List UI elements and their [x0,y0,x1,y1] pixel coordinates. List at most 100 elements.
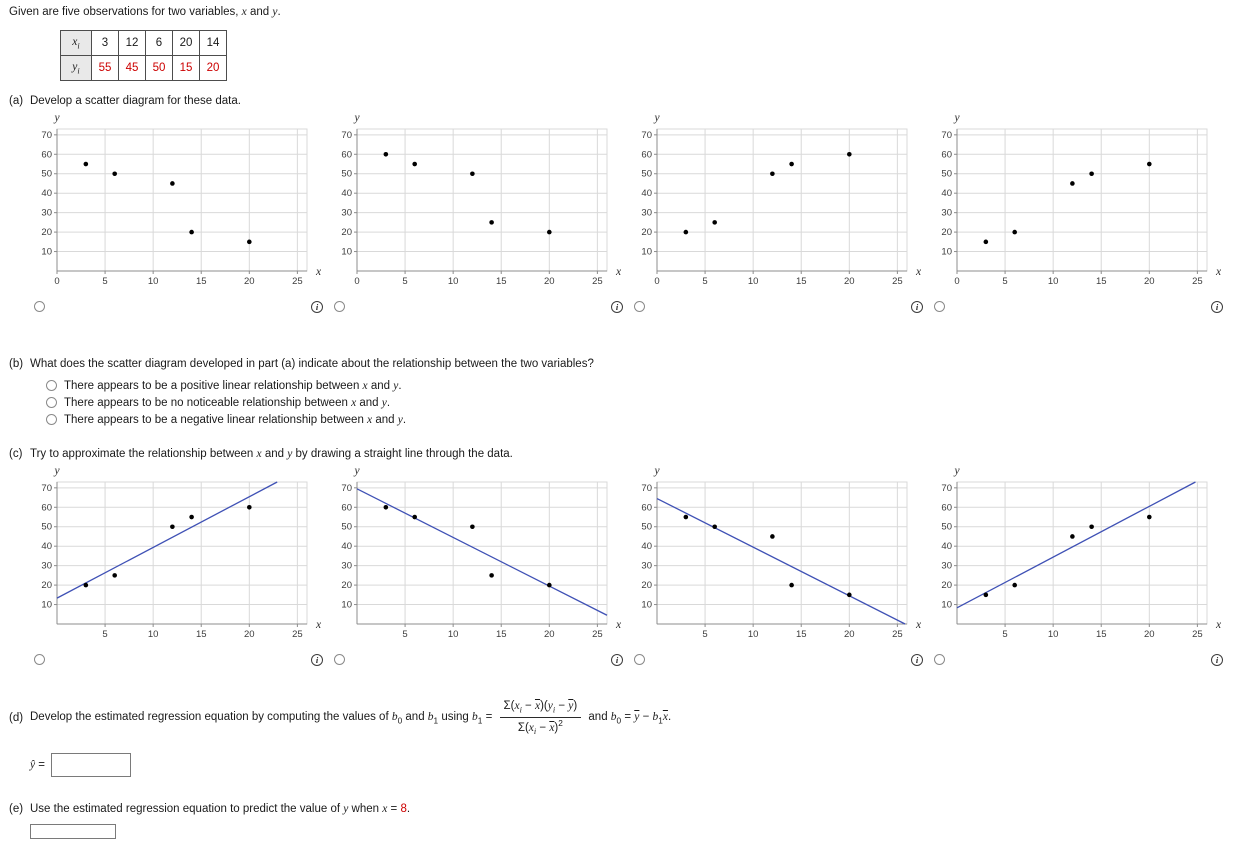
chart-option-a4: 0 5 10 15 20 25 10 20 30 40 50 60 70 y x i [930,109,1230,314]
problem-statement: Given are five observations for two vari… [9,6,281,18]
option-negative-radio[interactable] [46,414,57,425]
svg-text:15: 15 [796,629,807,640]
svg-text:50: 50 [641,169,652,180]
svg-text:x: x [1215,266,1222,278]
option-negative: There appears to be a negative linear re… [46,411,1234,428]
question-b-text: What does the scatter diagram developed … [30,358,594,370]
info-icon[interactable]: i [311,300,323,313]
svg-text:40: 40 [941,541,952,552]
svg-text:10: 10 [341,600,352,611]
question-c-label: (c) [9,448,23,460]
svg-text:15: 15 [796,276,807,287]
svg-text:25: 25 [292,276,303,287]
svg-text:10: 10 [748,629,759,640]
svg-text:30: 30 [941,561,952,572]
question-a-text: Develop a scatter diagram for these data… [30,95,241,107]
chart-c2-radio[interactable] [334,654,345,665]
svg-text:x: x [615,266,622,278]
question-a-label: (a) [9,95,24,107]
info-icon[interactable]: i [311,653,323,666]
svg-text:70: 70 [341,130,352,141]
chart-a4-radio[interactable] [934,301,945,312]
svg-text:20: 20 [544,629,555,640]
svg-text:25: 25 [892,276,903,287]
info-icon[interactable]: i [611,653,623,666]
scatter-plot-a3: 0 5 10 15 20 25 10 20 30 40 50 60 70y x [630,109,930,297]
x-value: 12 [118,30,146,56]
info-icon[interactable]: i [911,653,923,666]
chart-c3-radio[interactable] [634,654,645,665]
svg-text:15: 15 [1096,629,1107,640]
svg-text:25: 25 [292,629,303,640]
svg-text:40: 40 [341,188,352,199]
svg-text:50: 50 [641,522,652,533]
svg-text:y: y [653,112,660,124]
scatter-plot-a2: 0 5 10 15 20 25 10 20 30 40 50 60 70y x [330,109,630,297]
svg-text:25: 25 [592,276,603,287]
svg-text:15: 15 [1096,276,1107,287]
svg-text:10: 10 [641,247,652,258]
svg-text:10: 10 [41,247,52,258]
svg-text:20: 20 [244,276,255,287]
option-positive-radio[interactable] [46,380,57,391]
svg-text:5: 5 [102,276,107,287]
svg-text:60: 60 [341,502,352,513]
svg-text:15: 15 [496,276,507,287]
svg-text:20: 20 [341,227,352,238]
chart-c1-radio[interactable] [34,654,45,665]
svg-text:20: 20 [641,580,652,591]
svg-text:50: 50 [941,169,952,180]
scatter-plot-c2: 5 10 15 20 25 10 20 30 40 50 60 70y x [330,462,630,650]
chart-a4-footer: i [930,297,1230,314]
svg-text:x: x [1215,619,1222,631]
x-value: 3 [91,30,119,56]
prediction-answer-input[interactable] [30,824,116,840]
svg-text:10: 10 [1048,276,1059,287]
option-none-text: There appears to be no noticeable relati… [64,396,391,409]
svg-text:40: 40 [41,541,52,552]
question-b: (b) What does the scatter diagram develop… [9,358,1234,370]
option-positive-text: There appears to be a positive linear re… [64,379,402,392]
question-e-text: Use the estimated regression equation to… [30,803,411,816]
part-c-charts: 5 10 15 20 25 10 20 30 40 50 60 70 y x i 5 10 15 20 25 10 2… [30,462,1234,667]
svg-text:70: 70 [641,130,652,141]
chart-a3-radio[interactable] [634,301,645,312]
question-a: (a) Develop a scatter diagram for these d… [9,95,1234,107]
info-icon[interactable]: i [1211,300,1223,313]
svg-text:15: 15 [196,276,207,287]
option-negative-text: There appears to be a negative linear re… [64,413,407,426]
scatter-plot-a1: 0 5 10 15 20 25 10 20 30 40 50 60 70y x [30,109,330,297]
chart-a1-footer: i [30,297,330,314]
svg-text:10: 10 [148,629,159,640]
svg-text:5: 5 [102,629,107,640]
y-row: yi 55 45 50 15 20 [60,55,227,81]
svg-text:20: 20 [844,276,855,287]
svg-text:25: 25 [892,629,903,640]
info-icon[interactable]: i [911,300,923,313]
regression-equation-input[interactable] [51,753,132,778]
chart-a2-radio[interactable] [334,301,345,312]
chart-c4-radio[interactable] [934,654,945,665]
chart-a1-radio[interactable] [34,301,45,312]
svg-text:50: 50 [41,522,52,533]
svg-text:70: 70 [341,483,352,494]
svg-text:30: 30 [41,561,52,572]
info-icon[interactable]: i [1211,653,1223,666]
x-value: 14 [199,30,227,56]
svg-text:0: 0 [954,276,959,287]
svg-text:60: 60 [941,502,952,513]
svg-text:20: 20 [244,629,255,640]
svg-text:25: 25 [1192,276,1203,287]
svg-text:40: 40 [641,188,652,199]
question-b-options: There appears to be a positive linear re… [46,377,1234,428]
svg-text:10: 10 [1048,629,1059,640]
question-e: (e) Use the estimated regression equation… [9,803,1234,815]
svg-text:5: 5 [402,276,407,287]
svg-text:20: 20 [1144,629,1155,640]
svg-text:25: 25 [592,629,603,640]
svg-text:50: 50 [341,169,352,180]
option-none-radio[interactable] [46,397,57,408]
svg-text:70: 70 [641,483,652,494]
info-icon[interactable]: i [611,300,623,313]
chart-c1-footer: i [30,650,330,667]
